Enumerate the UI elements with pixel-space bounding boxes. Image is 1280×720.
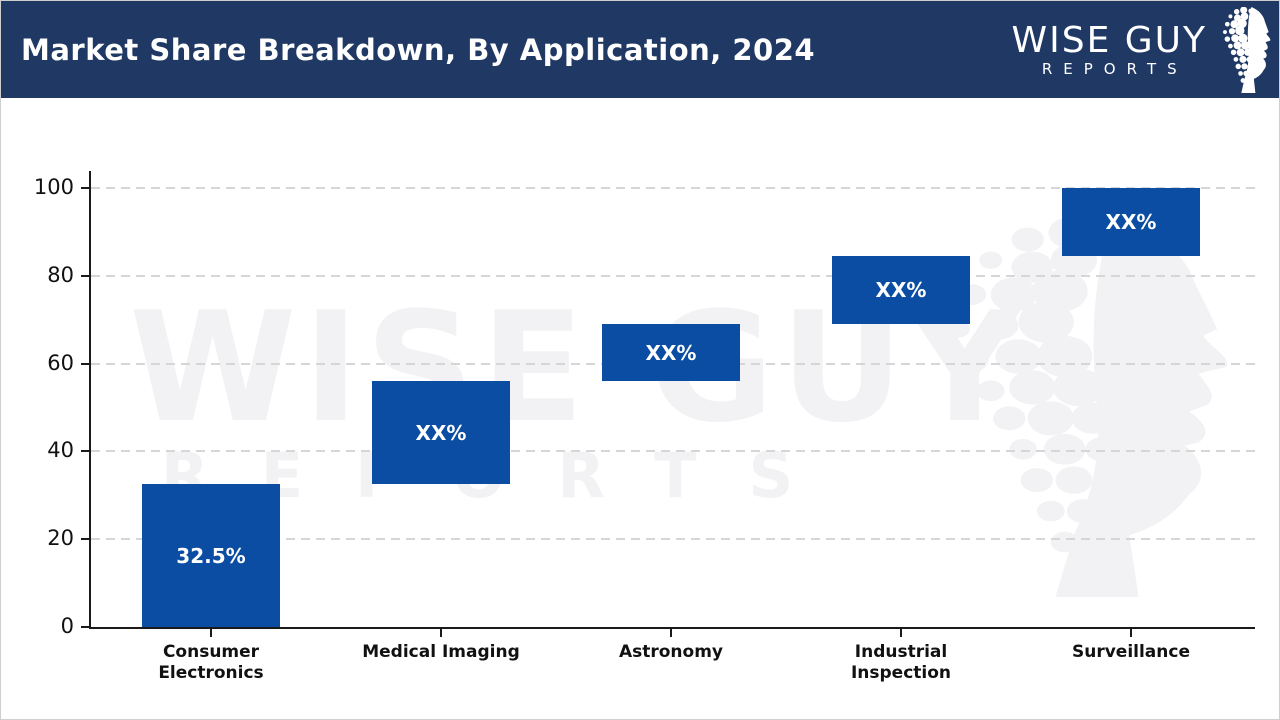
logo-wordmark: WISE GUY bbox=[1011, 19, 1207, 61]
y-tick-label: 40 bbox=[47, 438, 74, 463]
x-tick-mark bbox=[440, 629, 442, 637]
waterfall-bar: XX% bbox=[832, 256, 970, 325]
category-label-line: Medical Imaging bbox=[362, 642, 520, 662]
y-tick-label: 60 bbox=[47, 350, 74, 375]
x-tick-mark bbox=[1130, 629, 1132, 637]
wiseguy-logo-text: WISE GUY REPORTS bbox=[1011, 19, 1208, 78]
bar-value-label: 32.5% bbox=[176, 543, 246, 568]
category-label: Consumer Electronics bbox=[96, 642, 326, 684]
category-label-line: Surveillance bbox=[1071, 642, 1190, 662]
y-tick-label: 20 bbox=[47, 526, 74, 551]
x-tick-mark bbox=[670, 629, 672, 637]
y-gridline bbox=[91, 450, 1255, 453]
x-tick-mark bbox=[900, 629, 902, 637]
page-title: Market Share Breakdown, By Application, … bbox=[21, 32, 816, 67]
category-label-line: Consumer bbox=[162, 642, 260, 662]
category-label-line: Astronomy bbox=[618, 642, 724, 662]
waterfall-bar: XX% bbox=[602, 324, 740, 382]
logo-subtitle: REPORTS bbox=[1041, 59, 1188, 78]
category-label: Astronomy bbox=[556, 642, 786, 663]
y-gridline bbox=[91, 187, 1255, 189]
y-tick-mark bbox=[81, 274, 90, 277]
waterfall-bar: 32.5% bbox=[142, 484, 280, 627]
y-tick-label: 100 bbox=[33, 175, 74, 199]
header: Market Share Breakdown, By Application, … bbox=[1, 1, 1279, 98]
category-label-line: Inspection bbox=[850, 663, 952, 683]
waterfall-bar: XX% bbox=[372, 381, 510, 485]
waterfall-bar: XX% bbox=[1062, 188, 1200, 257]
y-tick-mark bbox=[81, 362, 90, 365]
bar-value-label: XX% bbox=[1105, 210, 1157, 235]
category-label-line: Industrial bbox=[854, 642, 948, 662]
y-tick-mark bbox=[81, 626, 90, 628]
bar-value-label: XX% bbox=[645, 340, 697, 365]
category-label: Medical Imaging bbox=[326, 642, 556, 663]
y-gridline bbox=[91, 274, 1255, 277]
x-axis-line bbox=[89, 627, 1255, 629]
y-tick-label: 80 bbox=[47, 262, 74, 287]
x-tick-mark bbox=[210, 629, 212, 637]
y-tick-label: 0 bbox=[60, 614, 74, 638]
category-label: Industrial Inspection bbox=[786, 642, 1016, 684]
wiseguy-face-icon bbox=[1223, 6, 1271, 93]
y-gridline bbox=[91, 538, 1255, 541]
y-tick-mark bbox=[81, 187, 90, 189]
wiseguy-logo: WISE GUY REPORTS bbox=[1012, 1, 1272, 98]
category-label: Surveillance bbox=[1016, 642, 1246, 663]
y-tick-mark bbox=[81, 538, 90, 541]
y-axis-line bbox=[89, 171, 91, 629]
bar-value-label: XX% bbox=[415, 420, 467, 445]
category-label-line: Electronics bbox=[158, 663, 264, 683]
bar-value-label: XX% bbox=[875, 278, 927, 303]
y-tick-mark bbox=[81, 450, 90, 453]
